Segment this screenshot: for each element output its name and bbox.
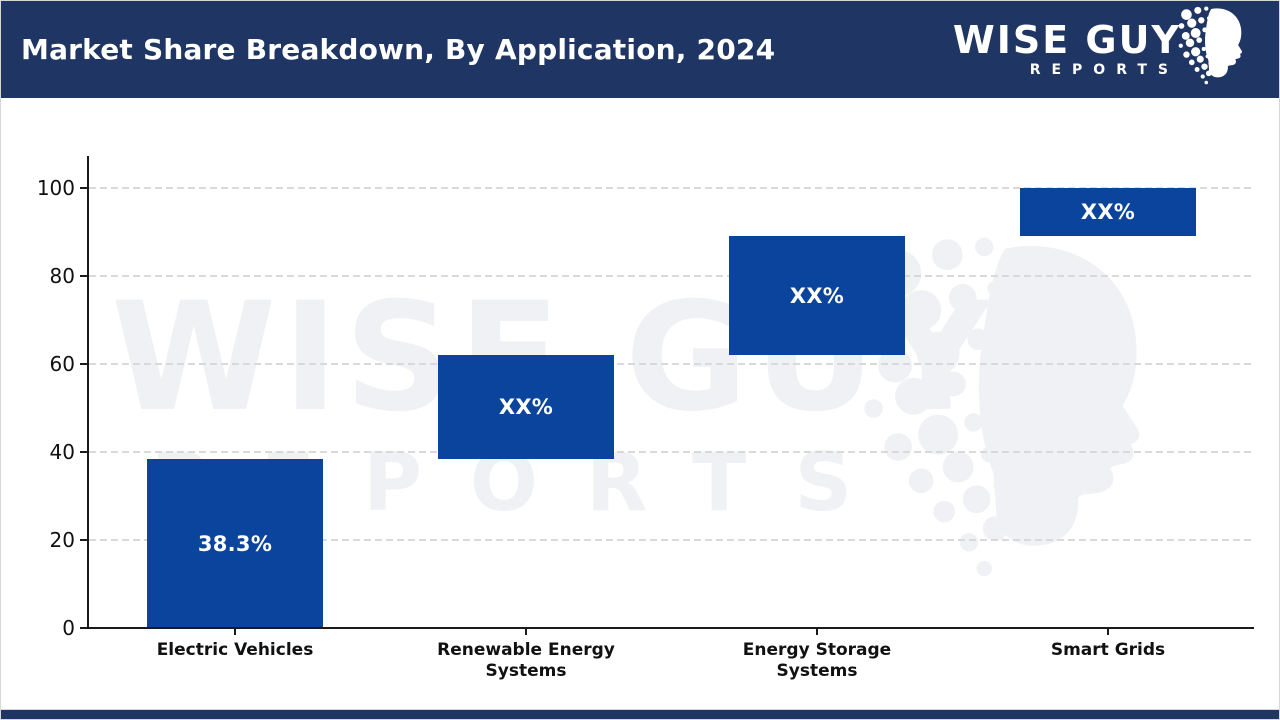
chart-title: Market Share Breakdown, By Application, …: [21, 33, 776, 66]
x-category-label: Renewable Energy Systems: [437, 640, 615, 681]
gridline: [89, 275, 1254, 277]
x-tick-mark: [525, 629, 527, 635]
x-axis-line: [87, 627, 1254, 629]
footer-bar: [1, 709, 1279, 719]
x-tick-mark: [1107, 629, 1109, 635]
logo-reports-label: REPORTS: [1029, 62, 1179, 78]
logo-wiseguy-label: WISE GUY: [952, 18, 1181, 62]
plot-area: 38.3% XX% XX% XX%: [89, 156, 1254, 628]
y-tick-label: 60: [49, 352, 75, 376]
bar-value-label: 38.3%: [197, 531, 273, 556]
header-bar: Market Share Breakdown, By Application, …: [1, 1, 1279, 98]
x-category-label: Smart Grids: [1050, 640, 1166, 660]
gridline: [89, 187, 1254, 189]
logo-text: WISE GUY REPORTS: [953, 21, 1181, 78]
y-tick-label: 80: [49, 264, 75, 288]
x-category-label: Electric Vehicles: [156, 640, 314, 660]
y-tick-mark: [80, 539, 89, 541]
y-tick-label: 40: [49, 440, 75, 464]
bar-value-label: XX%: [789, 283, 845, 308]
gridline: [89, 539, 1254, 541]
bar-segment: XX%: [729, 236, 905, 355]
gridline: [89, 451, 1254, 453]
bar-value-label: XX%: [498, 395, 554, 419]
y-tick-label: 100: [36, 176, 75, 200]
x-category-label: Energy Storage Systems: [742, 640, 892, 681]
y-tick-mark: [80, 187, 89, 189]
y-tick-mark: [80, 451, 89, 453]
y-axis-line: [87, 156, 89, 629]
y-tick-label: 20: [49, 528, 75, 552]
wise-guy-reports-logo: WISE GUY REPORTS: [953, 4, 1255, 96]
gridline: [89, 363, 1254, 365]
x-tick-mark: [816, 629, 818, 635]
y-tick-mark: [80, 627, 89, 629]
bar-segment: XX%: [438, 355, 614, 459]
bar-value-label: XX%: [1080, 200, 1136, 224]
y-tick-mark: [80, 275, 89, 277]
y-tick-mark: [80, 363, 89, 365]
x-tick-mark: [234, 629, 236, 635]
bar-segment: 38.3%: [147, 459, 323, 628]
logo-head-icon: [1178, 5, 1242, 84]
bar-segment: XX%: [1020, 188, 1196, 236]
y-tick-label: 0: [62, 616, 75, 640]
